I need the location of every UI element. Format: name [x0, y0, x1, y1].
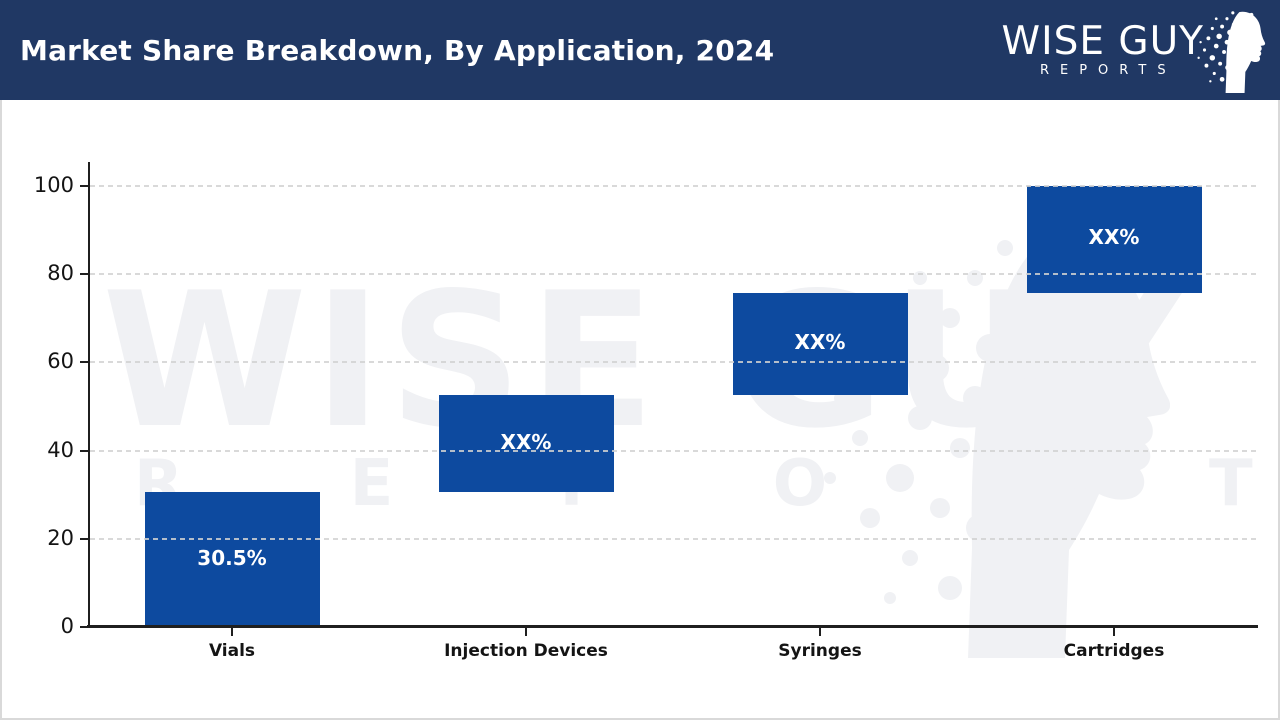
bar-injection-devices	[438, 394, 614, 493]
y-tick-label: 40	[47, 437, 74, 462]
y-tick-label: 20	[47, 525, 74, 550]
logo-wordmark: WISE GUY	[1001, 19, 1204, 64]
y-tick-mark	[80, 185, 90, 187]
watermark-text: WISE GUY	[102, 252, 1189, 469]
bar-value-label: XX%	[500, 429, 552, 454]
logo-text: WISE GUY REPORTS	[1002, 22, 1204, 78]
y-tick-mark	[80, 626, 90, 628]
chart-plot-area: WISE GUY R E P O R T S 30.5%XX%XX%XX% 02…	[0, 100, 1280, 720]
y-tick-mark	[80, 537, 90, 540]
x-tick-label: Vials	[208, 641, 256, 661]
y-tick-mark	[80, 273, 90, 276]
gridline	[90, 449, 1258, 452]
wise-guy-reports-logo: WISE GUY REPORTS	[1002, 0, 1274, 100]
y-tick-mark	[80, 449, 90, 452]
x-tick-label: Cartridges	[1063, 641, 1165, 661]
logo-subtitle: REPORTS	[1039, 63, 1177, 78]
y-tick-label: 80	[47, 261, 74, 286]
bar-vials	[144, 492, 320, 627]
header-bar: Market Share Breakdown, By Application, …	[0, 0, 1280, 100]
gridline	[90, 361, 1258, 364]
x-tick-mark	[1113, 628, 1115, 636]
x-tick-mark	[819, 628, 821, 636]
y-tick-mark	[80, 361, 90, 364]
y-axis-spine	[88, 162, 90, 627]
bar-value-label: 30.5%	[197, 545, 267, 570]
x-tick-mark	[525, 628, 527, 636]
y-tick-label: 60	[47, 349, 74, 374]
x-axis-spine	[87, 625, 1258, 628]
y-tick-label: 100	[33, 173, 74, 197]
x-tick-label: Injection Devices	[444, 641, 608, 661]
x-tick-label: Syringes	[778, 641, 862, 661]
bar-value-label: XX%	[794, 329, 846, 354]
x-tick-mark	[231, 628, 233, 636]
bar-value-label: XX%	[1088, 225, 1140, 250]
page-title: Market Share Breakdown, By Application, …	[20, 33, 775, 67]
y-tick-label: 0	[60, 614, 74, 638]
